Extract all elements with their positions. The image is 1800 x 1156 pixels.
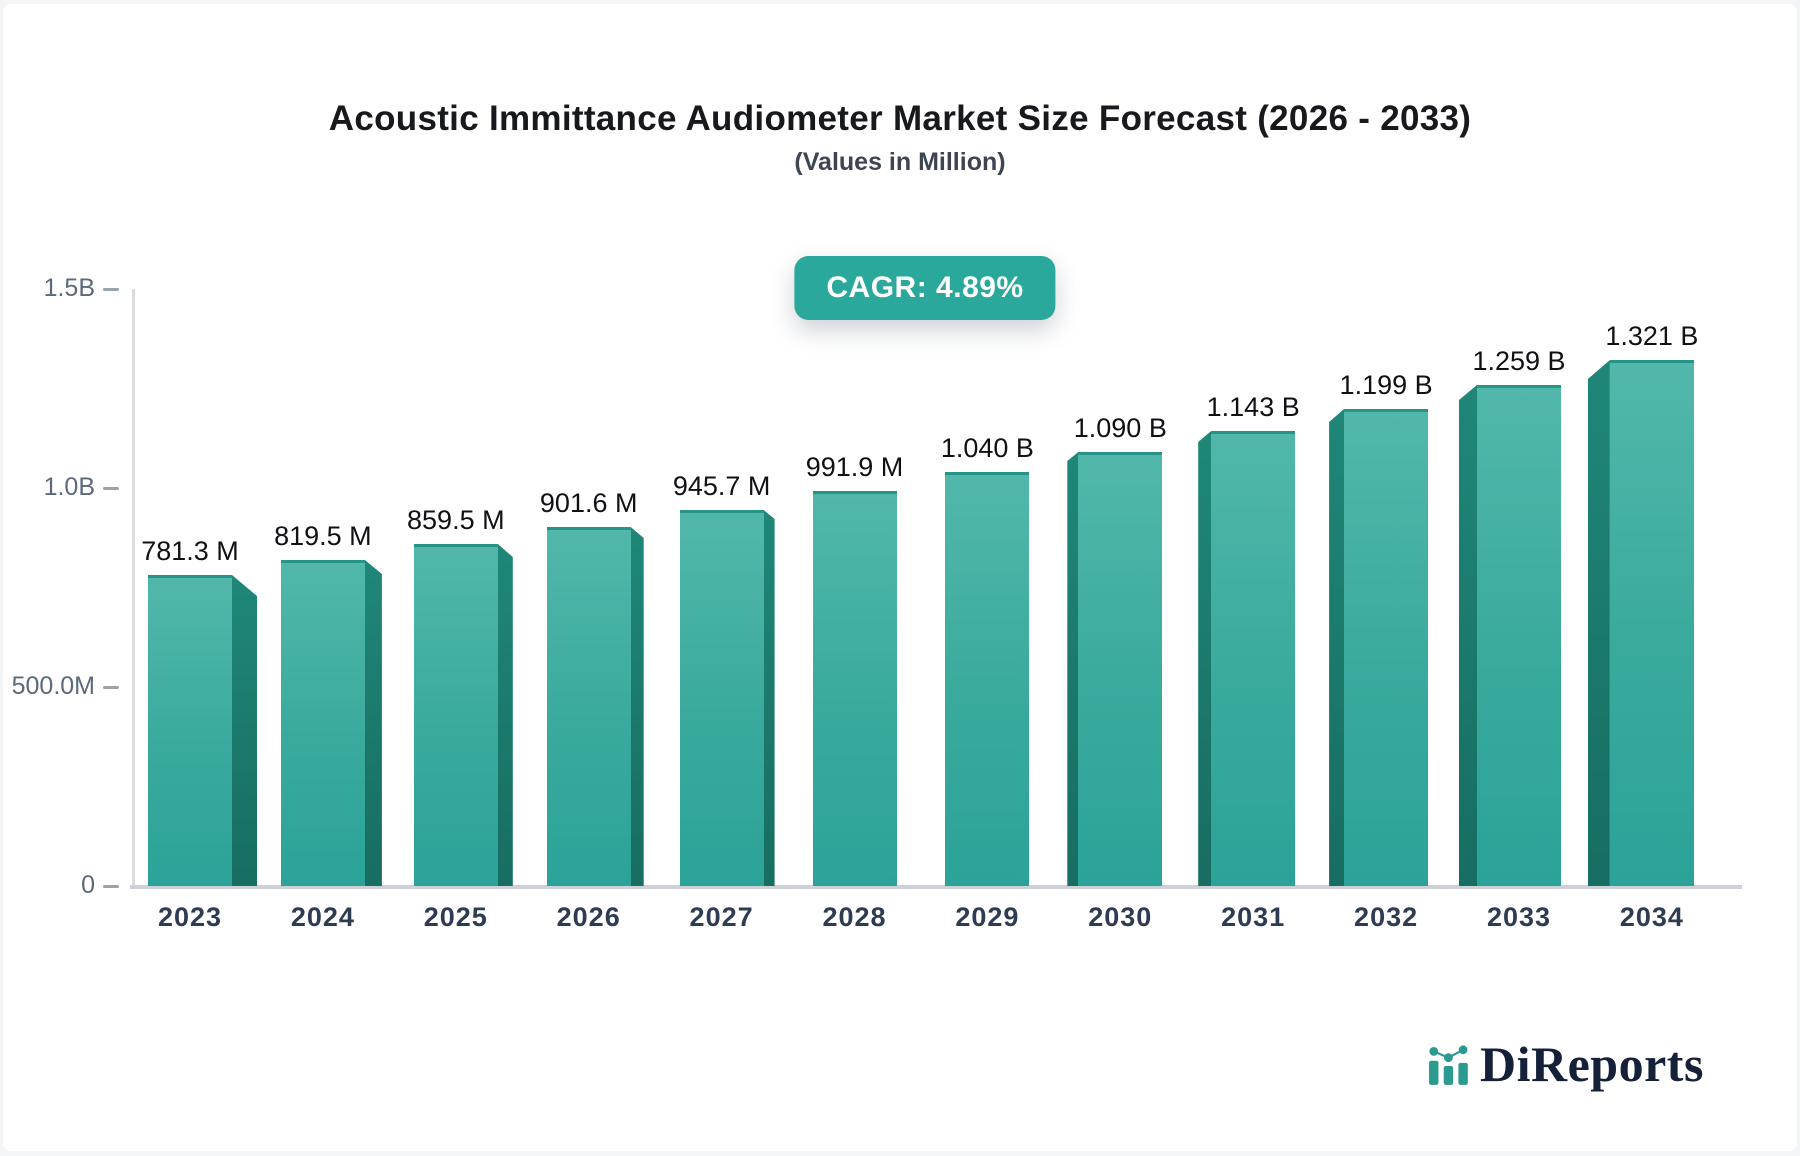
x-axis-label-2030: 2030 [1088, 902, 1153, 932]
bar-side-2032 [1329, 409, 1345, 886]
bar-2027 [679, 510, 764, 886]
y-axis-tick-label: 0 [81, 871, 95, 899]
bar-value-label-2028: 991.9 M [805, 452, 904, 482]
y-axis-line [132, 289, 135, 889]
bar-side-2023 [232, 575, 257, 886]
bar-value-label-2025: 859.5 M [407, 505, 505, 535]
bar-2029 [945, 472, 1030, 886]
bar-2033 [1477, 385, 1561, 886]
x-axis-label-2027: 2027 [689, 902, 754, 932]
bar-value-label-2033: 1.259 B [1472, 346, 1566, 376]
bar-value-label-2034: 1.321 B [1605, 321, 1699, 351]
bar-side-2034 [1587, 360, 1610, 886]
bar-value-label-2032: 1.199 B [1339, 370, 1433, 400]
bar-side-2024 [364, 560, 382, 886]
x-axis-label-2034: 2034 [1619, 902, 1684, 932]
x-axis-label-2025: 2025 [423, 902, 488, 932]
y-axis-tick-label: 1.5B [43, 274, 95, 302]
x-axis-label-2029: 2029 [955, 902, 1020, 932]
chart-card: Acoustic Immittance Audiometer Market Si… [3, 4, 1797, 1151]
bar-line-chart-icon [1429, 1045, 1468, 1085]
bar-value-label-2027: 945.7 M [672, 471, 771, 501]
bar-2024 [280, 560, 365, 886]
chart-title: Acoustic Immittance Audiometer Market Si… [328, 99, 1472, 138]
bar-side-2030 [1067, 452, 1079, 886]
bar-value-label-2029: 1.040 B [940, 433, 1034, 463]
bar-value-label-2024: 819.5 M [274, 521, 372, 551]
x-axis-label-2031: 2031 [1221, 902, 1286, 932]
x-axis-label-2033: 2033 [1486, 902, 1552, 932]
x-axis-label-2032: 2032 [1354, 902, 1419, 932]
bar-side-2027 [763, 510, 775, 886]
bar-value-label-2023: 781.3 M [141, 536, 239, 566]
logo: DiReports [1428, 1030, 1704, 1090]
logo-text: DiReports [1480, 1036, 1704, 1092]
bar-2028 [812, 491, 897, 886]
x-axis-label-2024: 2024 [290, 902, 355, 932]
y-axis-tick [103, 685, 119, 689]
bar-value-label-2030: 1.090 B [1073, 413, 1167, 443]
bar-side-2033 [1459, 385, 1477, 886]
y-axis-tick-label: 500.0M [11, 672, 95, 700]
x-axis-line [130, 885, 1742, 889]
y-axis-tick [103, 287, 119, 291]
bar-side-2031 [1198, 431, 1212, 886]
bar-2030 [1078, 452, 1163, 886]
bar-2023 [148, 575, 232, 886]
bar-value-label-2026: 901.6 M [539, 488, 638, 518]
y-axis-tick [103, 486, 119, 490]
y-axis-tick [103, 884, 119, 888]
bar-side-2026 [630, 527, 644, 886]
bar-value-label-2031: 1.143 B [1206, 392, 1300, 422]
x-axis-label-2028: 2028 [822, 902, 887, 932]
bar-2026 [546, 527, 631, 886]
bar-2032 [1344, 409, 1429, 886]
bar-side-2025 [497, 544, 513, 886]
bar-2031 [1211, 431, 1296, 886]
x-axis-label-2023: 2023 [157, 902, 223, 932]
bar-2034 [1609, 360, 1694, 886]
y-axis-tick-label: 1.0B [43, 473, 95, 501]
bar-2025 [413, 544, 498, 886]
chart-subtitle: (Values in Million) [794, 148, 1006, 176]
x-axis-label-2026: 2026 [556, 902, 621, 932]
cagr-badge: CAGR: 4.89% [794, 256, 1056, 320]
